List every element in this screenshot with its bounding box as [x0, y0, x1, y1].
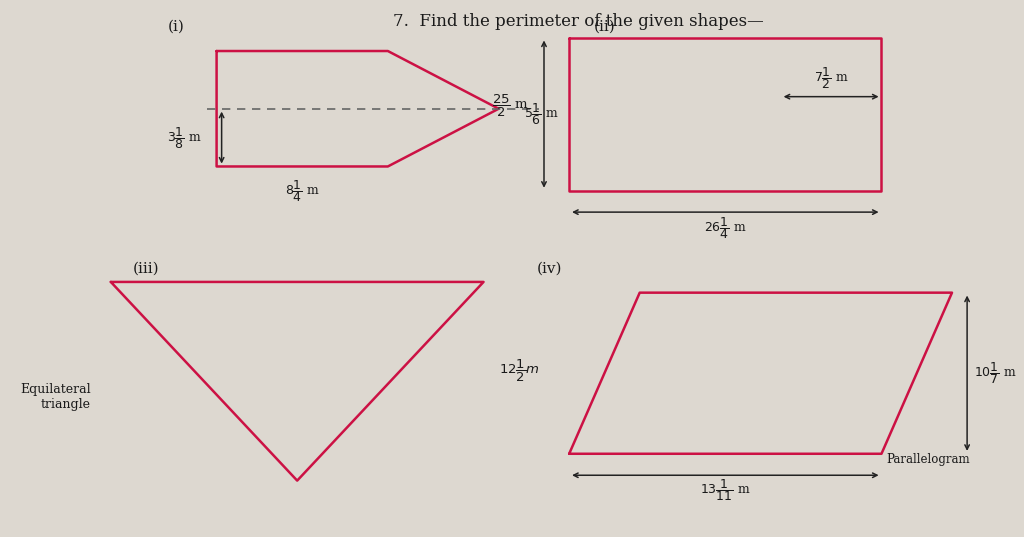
Text: 7.  Find the perimeter of the given shapes—: 7. Find the perimeter of the given shape…: [393, 13, 764, 31]
Text: (i): (i): [168, 20, 184, 34]
Text: $12\dfrac{1}{2}$$m$: $12\dfrac{1}{2}$$m$: [499, 358, 540, 383]
Text: $5\dfrac{1}{6}$ m: $5\dfrac{1}{6}$ m: [524, 101, 559, 127]
Text: $\dfrac{25}{2}$ m: $\dfrac{25}{2}$ m: [492, 93, 528, 119]
Text: $10\dfrac{1}{7}$ m: $10\dfrac{1}{7}$ m: [974, 360, 1017, 386]
Text: $13\dfrac{1}{11}$ m: $13\dfrac{1}{11}$ m: [700, 477, 751, 503]
Text: $7\dfrac{1}{2}$ m: $7\dfrac{1}{2}$ m: [814, 65, 849, 91]
Text: (ii): (ii): [594, 20, 615, 34]
Text: (iv): (iv): [537, 262, 562, 275]
Text: $8\dfrac{1}{4}$ m: $8\dfrac{1}{4}$ m: [285, 178, 319, 204]
Text: Equilateral
triangle: Equilateral triangle: [20, 383, 91, 411]
Text: $3\dfrac{1}{8}$ m: $3\dfrac{1}{8}$ m: [167, 125, 202, 150]
Text: $26\dfrac{1}{4}$ m: $26\dfrac{1}{4}$ m: [703, 215, 746, 241]
Text: Parallelogram: Parallelogram: [887, 453, 970, 466]
Text: (iii): (iii): [133, 262, 160, 275]
